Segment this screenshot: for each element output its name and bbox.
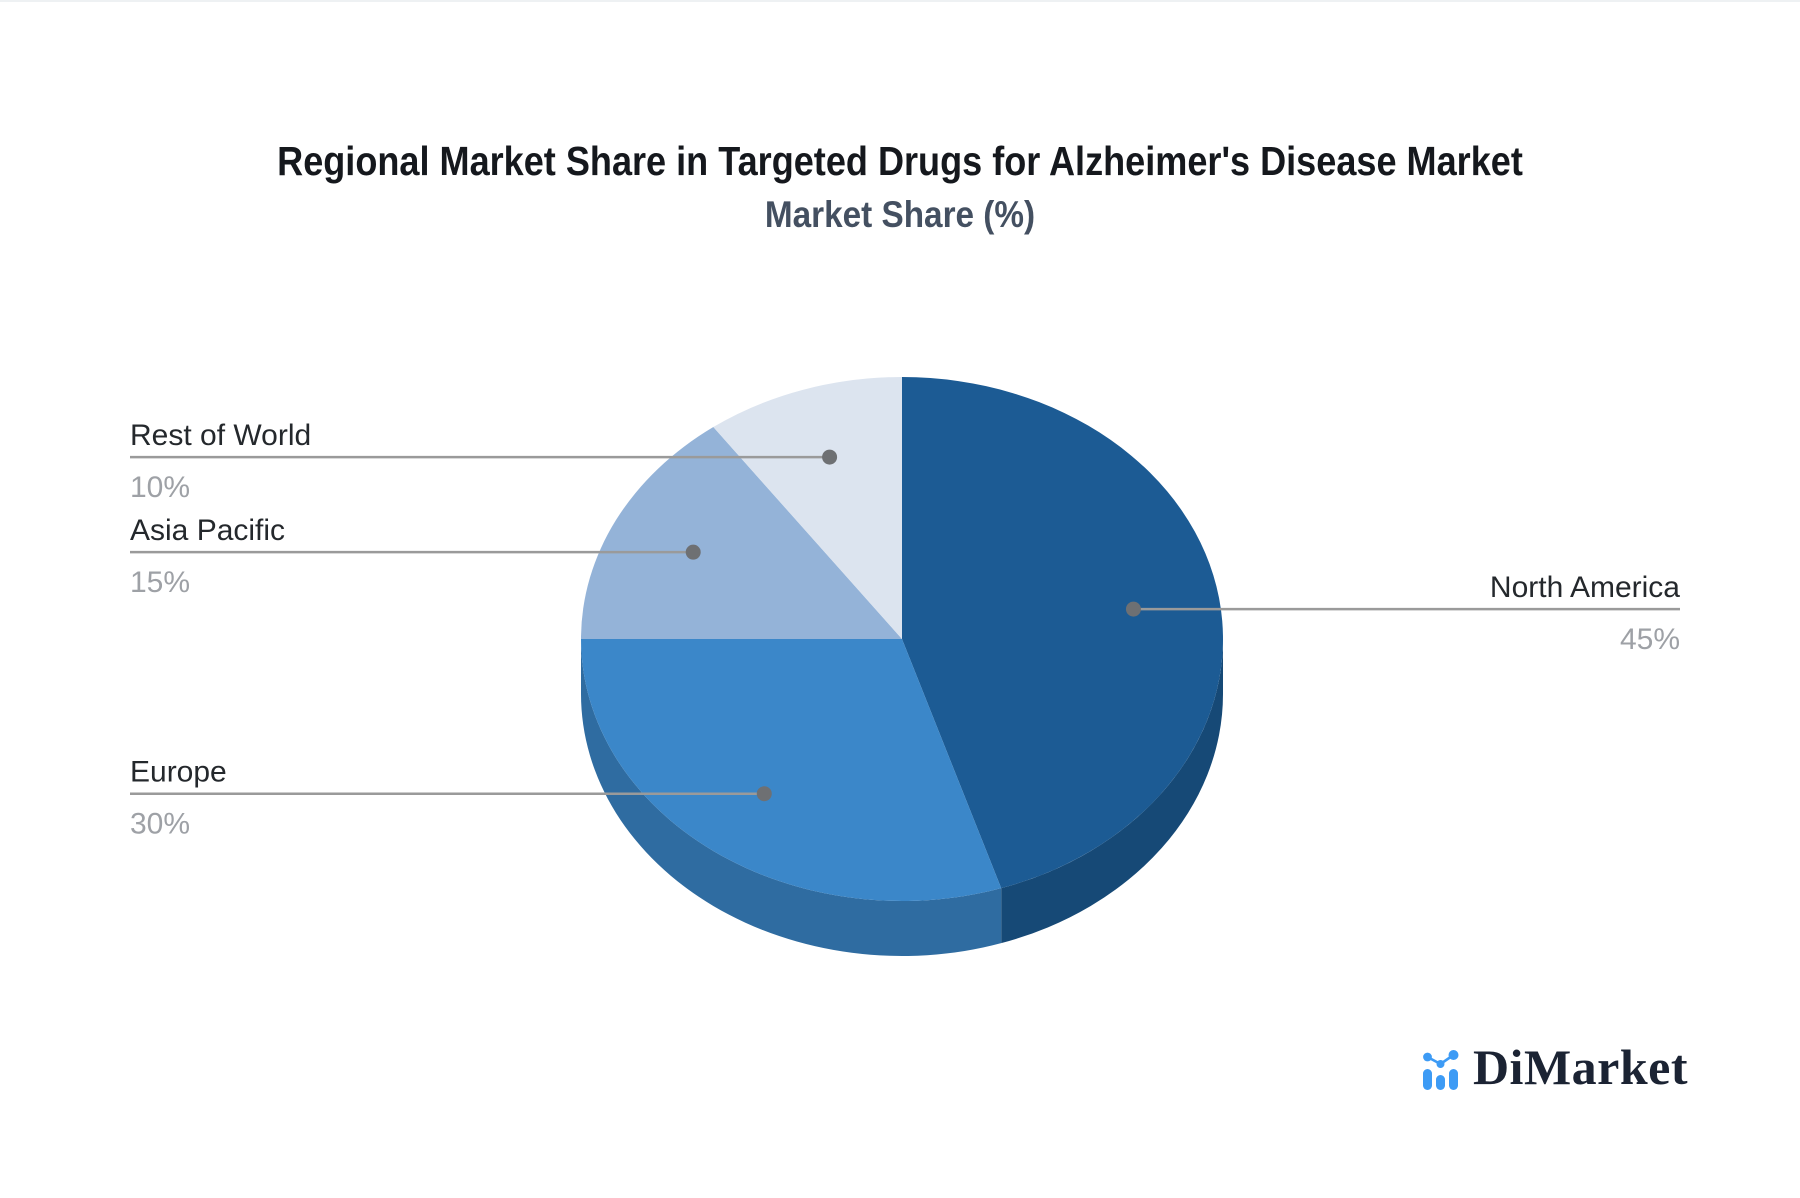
bar-line-chart-icon: [1422, 1050, 1459, 1090]
slice-label-europe: Europe: [130, 756, 227, 789]
slice-label-asia-pacific: Asia Pacific: [130, 514, 285, 547]
slice-value-north-america: 45%: [1620, 623, 1680, 656]
chart-subtitle: Market Share (%): [764, 194, 1036, 235]
pie-slice-north-america[interactable]: [902, 377, 1223, 889]
brand-logo[interactable]: DiMarket: [1421, 1042, 1688, 1092]
pie-slice-side-north-america: [1001, 639, 1223, 944]
slice-value-asia-pacific: 15%: [130, 566, 190, 599]
leader-dot-asia-pacific: [685, 544, 701, 560]
chart-title: Regional Market Share in Targeted Drugs …: [277, 138, 1523, 184]
slice-value-europe: 30%: [130, 808, 190, 841]
pie-slice-asia-pacific[interactable]: [581, 427, 902, 639]
brand-logo-text: DiMarket: [1472, 1039, 1688, 1095]
slice-label-rest-of-world: Rest of World: [130, 419, 311, 452]
leader-dot-north-america: [1125, 601, 1141, 617]
pie-slice-side-europe: [581, 639, 1002, 957]
leader-dot-europe: [756, 786, 772, 802]
pie-slice-europe[interactable]: [581, 639, 1002, 901]
pie-slice-rest-of-world[interactable]: [713, 377, 902, 639]
leader-dot-rest-of-world: [822, 449, 838, 465]
slice-value-rest-of-world: 10%: [130, 471, 190, 504]
slice-label-north-america: North America: [1490, 571, 1680, 604]
